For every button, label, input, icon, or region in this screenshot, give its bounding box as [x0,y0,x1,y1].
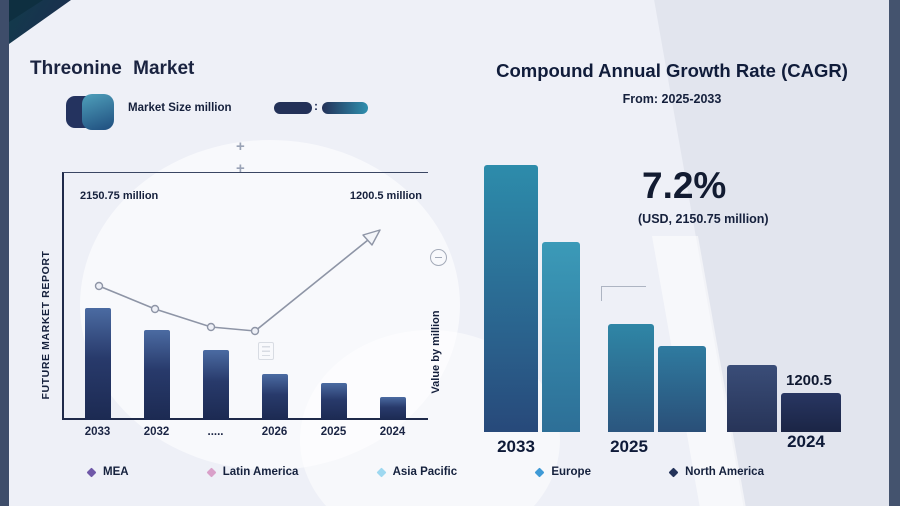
right-x-axis-label: 2025 [610,437,648,456]
left-bar-group [319,383,349,420]
cagr-bar [542,242,580,432]
market-size-bar [379,397,406,420]
market-size-icon [66,94,118,130]
region-legend: MEA Latin America Asia Pacific Europe North … [86,466,764,478]
market-size-bar [202,350,229,420]
right-edge-strip [889,0,900,506]
left-bar-group [142,330,172,420]
legend-pill-colon: : [314,99,318,113]
left-chart-annotation-left: 2150.75 million [80,190,159,202]
legend-marker-icon [206,467,217,477]
cagr-bar [608,324,654,432]
legend-label: North America [685,466,764,478]
bracket-decor [601,286,646,301]
legend-marker-icon [376,467,387,477]
legend-pill-gradient [322,102,368,114]
legend-label: Europe [551,466,591,478]
left-bar-group [378,397,408,420]
legend-item: North America [668,466,764,478]
cagr-bar [781,393,841,432]
left-x-axis-label: 2026 [261,426,288,438]
left-x-axis-label: 2032 [143,426,170,438]
right-x-axis-label: 2024 [787,432,825,451]
plus-icon: + [236,138,245,155]
plus-icon: + [236,160,245,177]
legend-pill-dark [274,102,312,114]
cagr-subtitle: From: 2025-2033 [622,92,722,106]
page-title: Threonine Market [30,58,195,79]
cagr-caption: (USD, 2150.75 million) [638,212,769,226]
left-edge-strip [0,0,9,506]
left-bar-group [260,374,290,420]
legend-item: Latin America [206,466,299,478]
legend-marker-icon [86,467,97,477]
left-bar-group [201,350,231,420]
circle-minus-icon [430,249,447,266]
legend-marker-icon [668,467,679,477]
cagr-bar [727,365,777,432]
market-size-legend-label: Market Size million [128,102,232,114]
market-size-bar [320,383,347,420]
market-size-bar [143,330,170,420]
right-x-axis-label: 2033 [497,437,535,456]
note-icon [258,342,274,360]
cagr-bar [484,165,538,432]
legend-item: MEA [86,466,129,478]
left-x-axis-label: ..... [207,426,224,438]
cagr-percentage: 7.2% [642,165,727,206]
left-x-axis-label: 2024 [379,426,406,438]
cagr-title: Compound Annual Growth Rate (CAGR) [496,60,848,81]
left-axis-labels: 2033 2032..... 2026 2025 2024 [62,426,428,438]
legend-label: Latin America [222,466,299,478]
legend-label: MEA [103,466,129,478]
left-x-axis-label: 2033 [84,426,111,438]
legend-marker-icon [534,467,545,477]
cagr-bar [658,346,706,432]
legend-label: Asia Pacific [392,466,458,478]
left-chart-annotation-right: 1200.5 million [349,190,422,202]
market-size-bar [261,374,288,420]
left-chart-frame [62,172,428,420]
bar-value-annotation: 1200.5 [786,372,832,389]
legend-item: Asia Pacific [376,466,458,478]
legend-item: Europe [534,466,591,478]
market-size-icon-front [82,94,114,130]
left-x-axis-label: 2025 [320,426,347,438]
